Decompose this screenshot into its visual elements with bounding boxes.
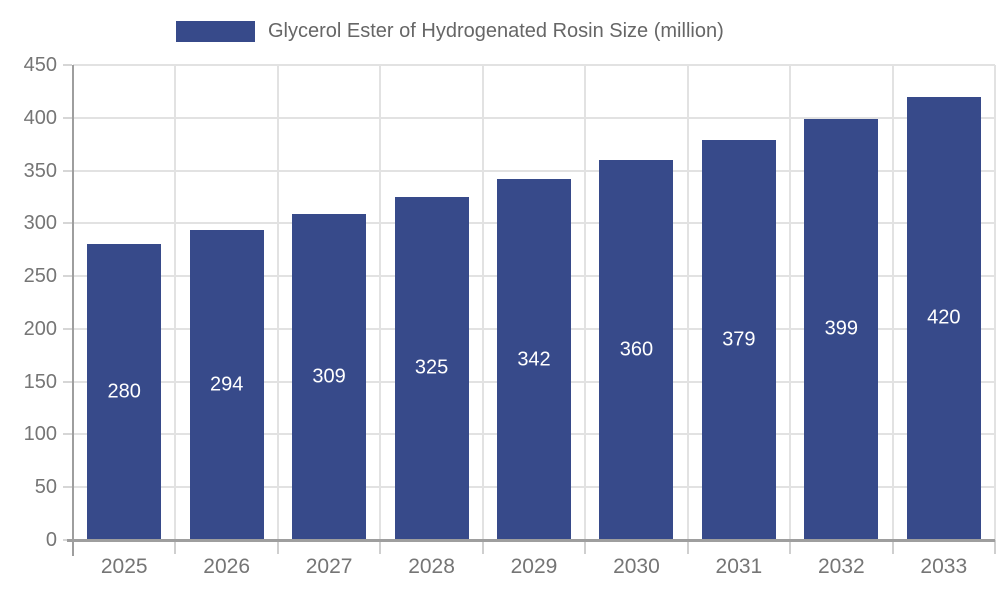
- bar-2030[interactable]: 360: [599, 160, 674, 540]
- bar-2033[interactable]: 420: [906, 96, 981, 540]
- bar-value-label: 309: [312, 365, 346, 388]
- x-tick-label: 2025: [100, 555, 148, 578]
- y-axis-tick: [63, 327, 72, 330]
- x-tick-label: 2033: [920, 555, 968, 578]
- x-axis-tick: [789, 540, 792, 554]
- x-tick-label: 2029: [510, 555, 558, 578]
- gridline-vertical: [686, 65, 689, 540]
- x-axis-line: [67, 539, 995, 542]
- y-tick-label: 50: [34, 476, 57, 499]
- y-axis-tick: [63, 433, 72, 436]
- legend-label: Glycerol Ester of Hydrogenated Rosin Siz…: [268, 20, 724, 42]
- gridline-horizontal: [73, 169, 995, 172]
- x-tick-label: 2030: [613, 555, 660, 578]
- y-axis-tick: [63, 64, 72, 66]
- x-tick-label: 2026: [203, 555, 251, 578]
- y-axis-tick: [63, 222, 72, 225]
- x-axis-tick: [174, 540, 177, 554]
- bar-value-label: 294: [209, 373, 244, 396]
- bar-value-label: 342: [517, 348, 551, 370]
- bar-2025[interactable]: 280: [87, 244, 162, 540]
- x-axis-tick: [994, 540, 996, 554]
- bar-2029[interactable]: 342: [497, 179, 571, 540]
- gridline-vertical: [789, 65, 792, 540]
- x-tick-label: 2028: [408, 555, 455, 578]
- bar-2031[interactable]: 379: [701, 139, 776, 540]
- y-axis-tick: [63, 169, 72, 172]
- x-tick-label: 2031: [715, 555, 763, 578]
- y-tick-label: 400: [23, 106, 57, 129]
- gridline-vertical: [276, 65, 279, 540]
- legend[interactable]: Glycerol Ester of Hydrogenated Rosin Siz…: [176, 19, 724, 44]
- bar-value-label: 280: [107, 380, 141, 403]
- bar-value-label: 420: [927, 306, 961, 329]
- y-axis-tick: [63, 275, 72, 278]
- y-tick-label: 150: [23, 370, 57, 393]
- x-axis-tick: [686, 540, 689, 554]
- y-tick-label: 100: [23, 423, 57, 446]
- y-axis-tick: [63, 116, 72, 119]
- x-tick-label: 2027: [305, 555, 353, 578]
- bar-value-label: 360: [619, 338, 654, 361]
- y-axis-line: [72, 65, 74, 556]
- y-tick-label: 450: [23, 54, 57, 76]
- gridline-vertical: [584, 65, 587, 540]
- bar-value-label: 379: [722, 328, 756, 351]
- y-tick-label: 200: [23, 317, 57, 340]
- gridline-vertical: [379, 65, 382, 540]
- y-tick-label: 300: [23, 212, 57, 235]
- gridline-vertical: [481, 65, 484, 540]
- y-axis-tick: [63, 380, 72, 383]
- gridline-vertical: [174, 65, 177, 540]
- x-axis-tick: [379, 540, 382, 554]
- gridline-horizontal: [73, 116, 995, 119]
- y-tick-label: 350: [23, 159, 57, 182]
- x-tick-label: 2032: [817, 555, 865, 578]
- bar-2028[interactable]: 325: [394, 196, 469, 540]
- bar-2032[interactable]: 399: [804, 118, 879, 540]
- legend-swatch: [176, 21, 255, 42]
- bar-2026[interactable]: 294: [189, 229, 264, 540]
- y-tick-label: 250: [23, 265, 57, 288]
- x-axis-tick: [481, 540, 484, 554]
- bar-value-label: 399: [824, 317, 859, 340]
- x-axis-tick: [276, 540, 279, 554]
- gridline-vertical: [891, 65, 894, 540]
- y-axis-tick: [63, 486, 72, 489]
- gridline-vertical: [994, 65, 996, 540]
- bar-value-label: 325: [414, 356, 449, 379]
- gridline-horizontal: [73, 64, 995, 66]
- x-axis-tick: [584, 540, 587, 554]
- y-tick-label: 0: [45, 529, 57, 551]
- x-axis-tick: [891, 540, 894, 554]
- bar-2027[interactable]: 309: [292, 213, 367, 540]
